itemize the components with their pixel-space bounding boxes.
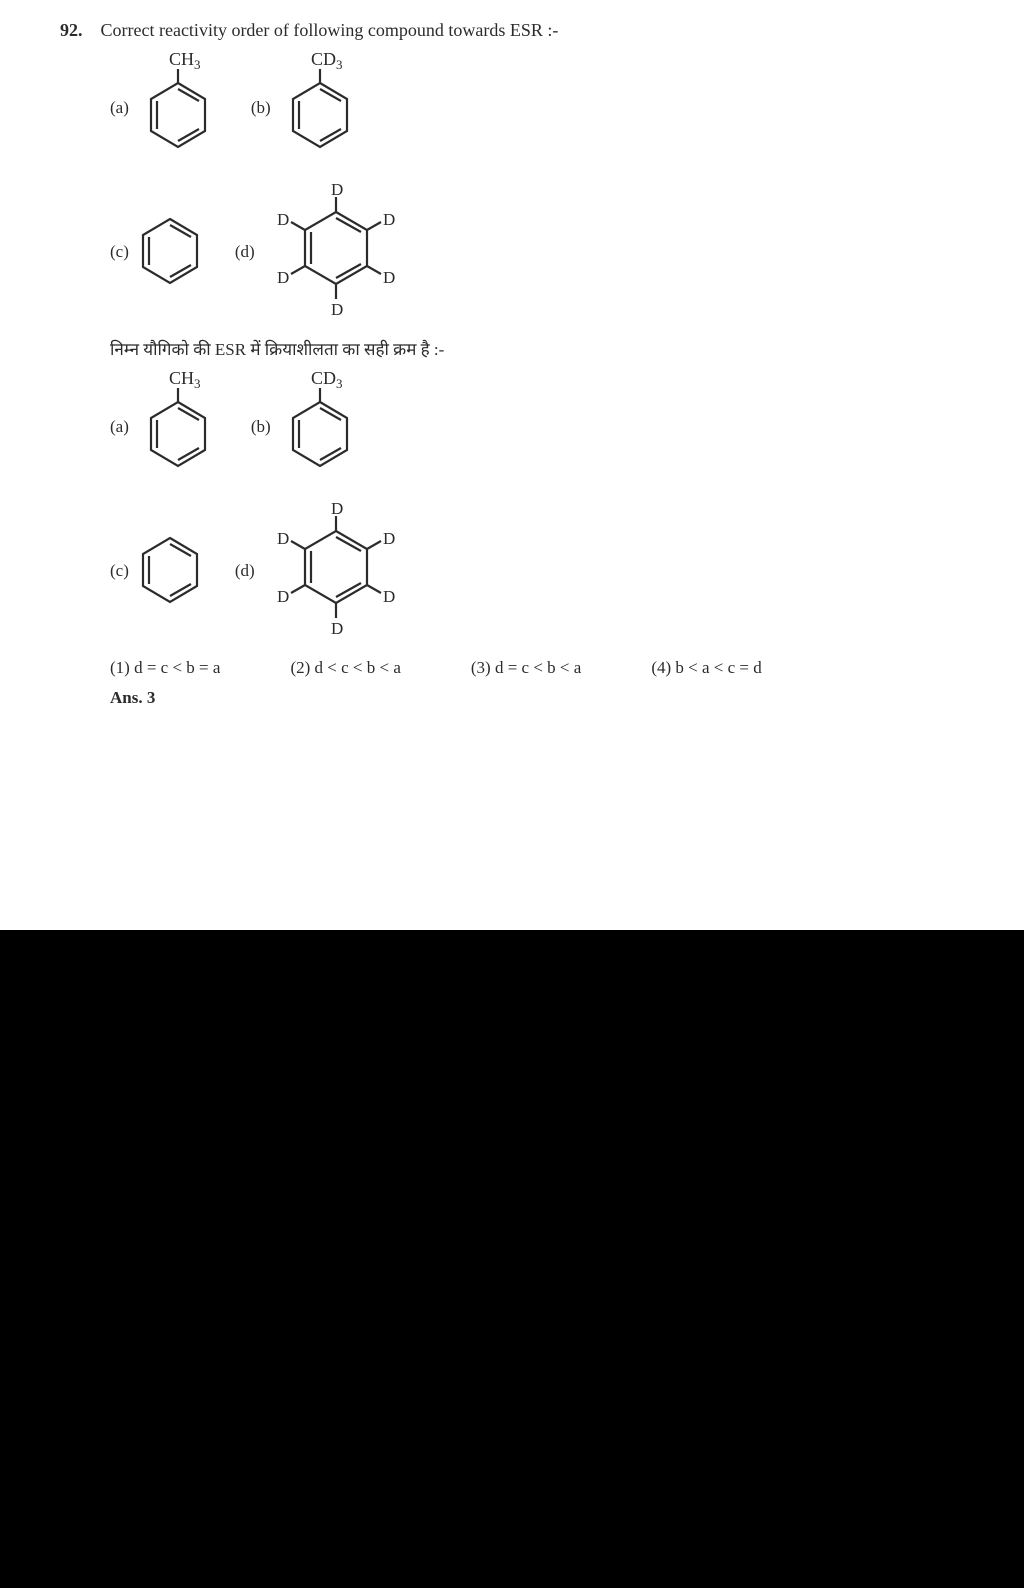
question-header: 92. Correct reactivity order of followin…: [60, 20, 984, 41]
answer-options: (1) d = c < b = a (2) d < c < b < a (3) …: [110, 658, 984, 678]
cd3-benzene-icon: CD3: [277, 49, 363, 167]
d6-benzene-icon: D D D D D D: [261, 496, 411, 646]
d-top: D: [331, 180, 343, 199]
d-bl: D: [277, 268, 289, 287]
compound-a-label: (a): [110, 98, 129, 118]
compound-d-label-hi: (d): [235, 561, 255, 581]
svg-text:D: D: [277, 529, 289, 548]
benzene-icon: [135, 209, 205, 295]
svg-text:CD3: CD3: [311, 49, 343, 72]
d-br: D: [383, 268, 395, 287]
cd3-text: CD: [311, 49, 336, 69]
svg-text:CD3: CD3: [311, 368, 343, 391]
question-number: 92.: [60, 20, 83, 41]
ch3-text: CH: [169, 49, 194, 69]
compound-b-en: (b) CD3: [251, 49, 363, 167]
compounds-row-2-hi: (c) (d): [110, 496, 984, 646]
compounds-row-2-en: (c) (d): [110, 177, 984, 327]
benzene-icon: [135, 528, 205, 614]
compound-a-label-hi: (a): [110, 417, 129, 437]
compound-a-hi: (a) CH3: [110, 368, 221, 486]
svg-text:D: D: [277, 587, 289, 606]
toluene-icon: CH3: [135, 49, 221, 167]
d6-benzene-icon: D D D D D D: [261, 177, 411, 327]
cd3-benzene-icon: CD3: [277, 368, 363, 486]
compound-d-label: (d): [235, 242, 255, 262]
svg-text:D: D: [383, 587, 395, 606]
compound-c-en: (c): [110, 209, 205, 295]
compound-d-en: (d) D D D D D D: [235, 177, 411, 327]
compounds-row-1-hi: (a) CH3 (b): [110, 368, 984, 486]
compound-b-label: (b): [251, 98, 271, 118]
ch3-sub: 3: [194, 57, 201, 72]
compound-c-label-hi: (c): [110, 561, 129, 581]
d-bot: D: [331, 300, 343, 319]
option-4: (4) b < a < c = d: [651, 658, 761, 678]
option-1: (1) d = c < b = a: [110, 658, 220, 678]
option-2: (2) d < c < b < a: [290, 658, 400, 678]
compound-b-label-hi: (b): [251, 417, 271, 437]
d-tl: D: [277, 210, 289, 229]
svg-text:D: D: [331, 499, 343, 518]
compound-a-en: (a) CH3: [110, 49, 221, 167]
svg-text:D: D: [383, 529, 395, 548]
compound-c-hi: (c): [110, 528, 205, 614]
compounds-row-1-en: (a) CH3 (b): [110, 49, 984, 167]
svg-text:CH3: CH3: [169, 368, 201, 391]
d-tr: D: [383, 210, 395, 229]
compound-c-label: (c): [110, 242, 129, 262]
toluene-icon: CH3: [135, 368, 221, 486]
svg-text:D: D: [331, 619, 343, 638]
compound-d-hi: (d) D D D D D D: [235, 496, 411, 646]
svg-text:CH3: CH3: [169, 49, 201, 72]
compound-b-hi: (b) CD3: [251, 368, 363, 486]
document-page: 92. Correct reactivity order of followin…: [0, 0, 1024, 930]
cd3-sub: 3: [336, 57, 343, 72]
question-text-en: Correct reactivity order of following co…: [101, 20, 559, 41]
option-3: (3) d = c < b < a: [471, 658, 581, 678]
question-text-hi: निम्न यौगिको की ESR में क्रियाशीलता का स…: [110, 337, 984, 360]
answer-text: Ans. 3: [110, 688, 984, 708]
